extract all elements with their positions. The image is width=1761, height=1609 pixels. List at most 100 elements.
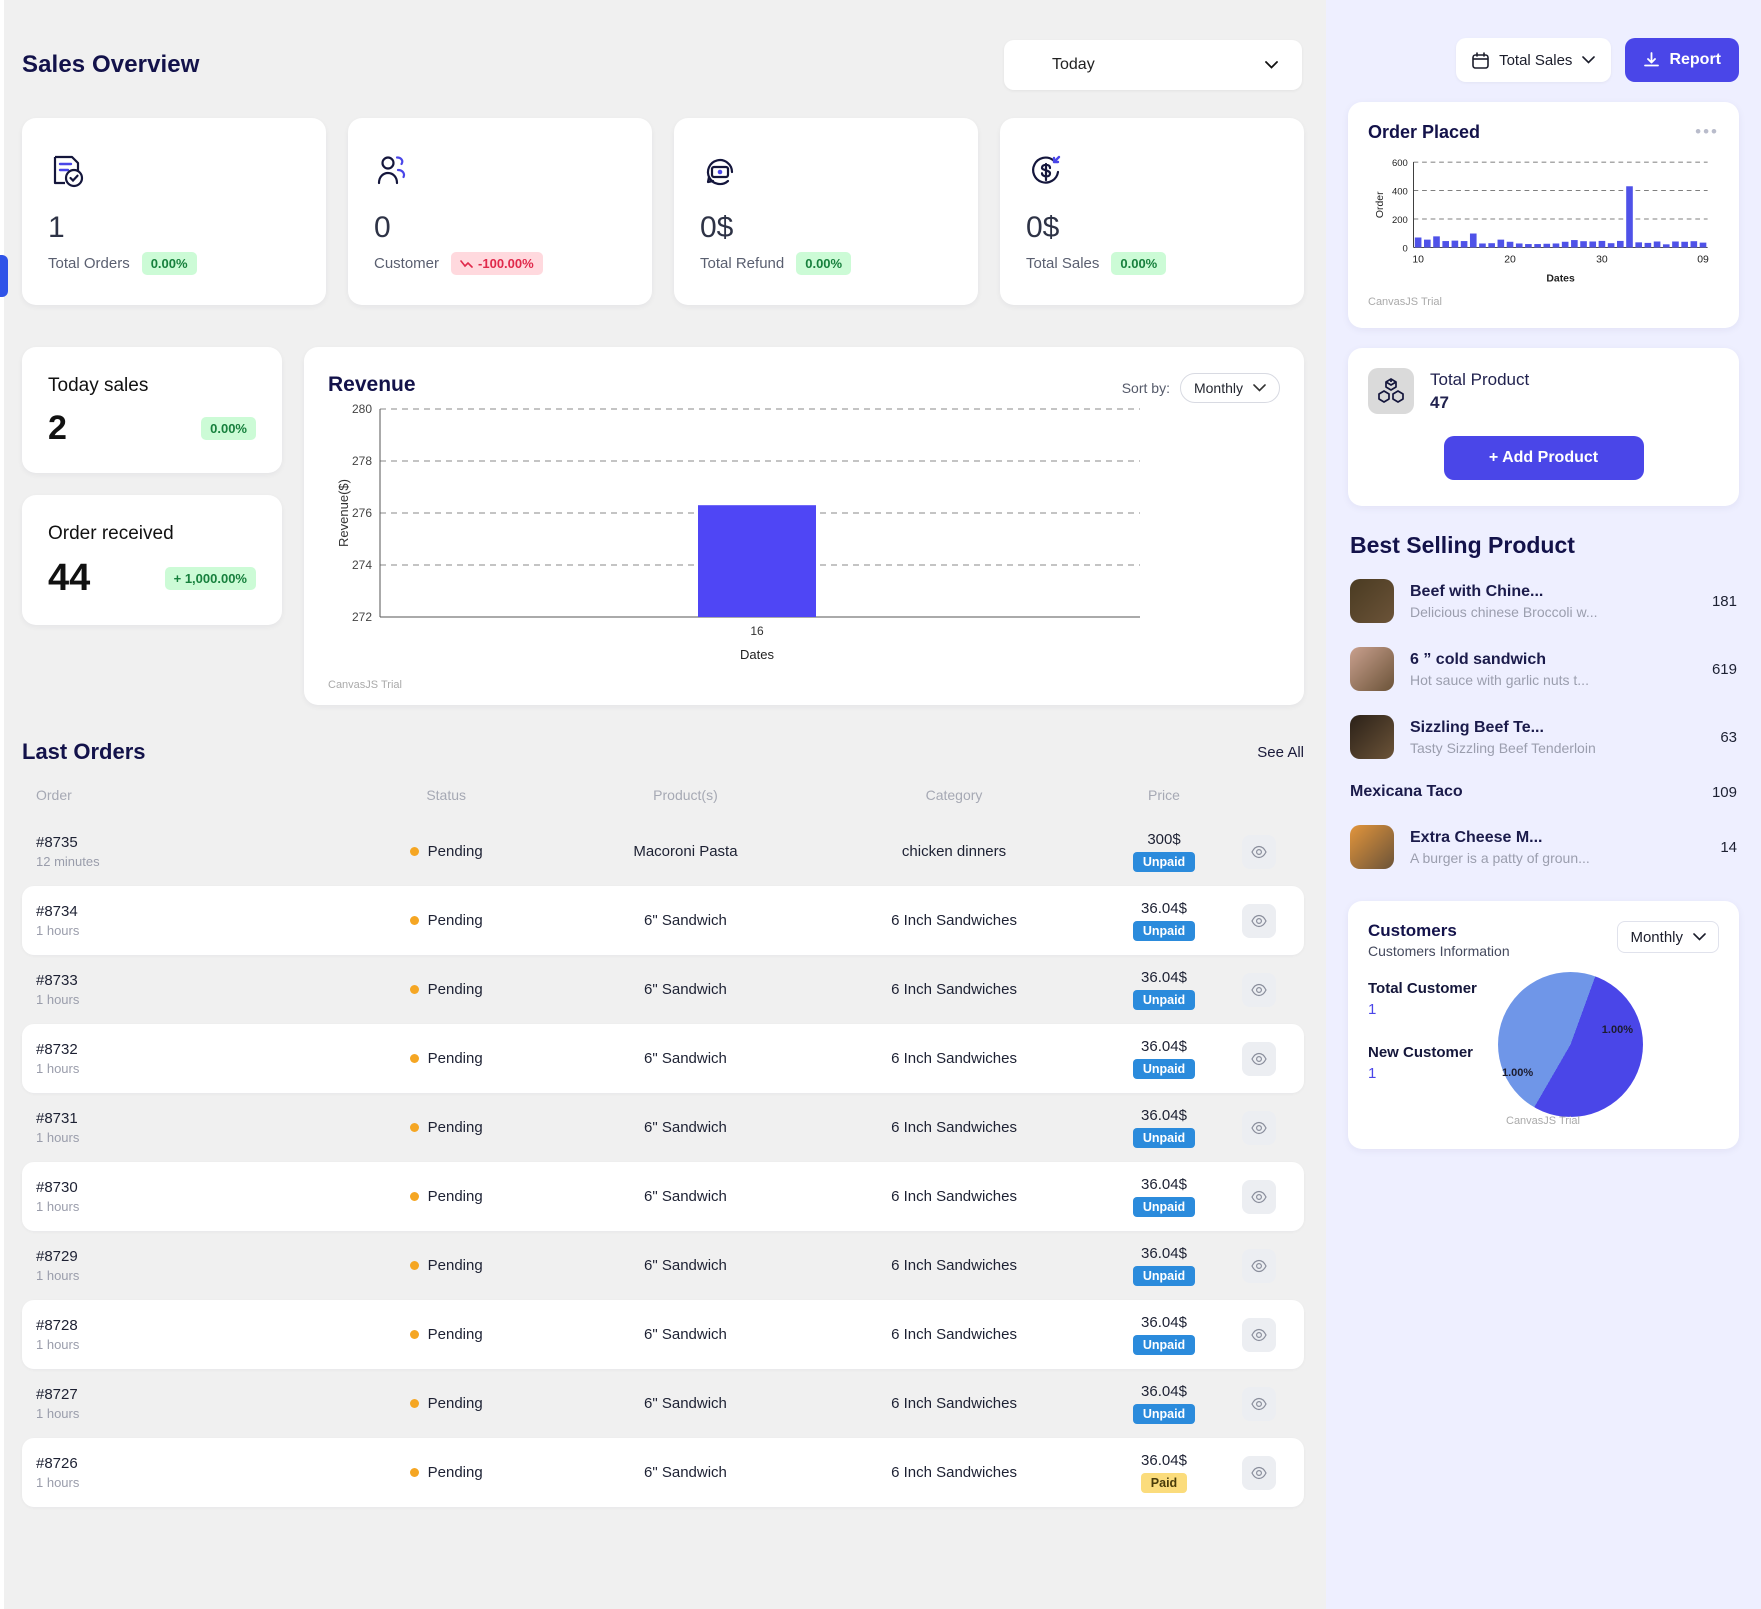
status-cell: Pending <box>329 1188 563 1205</box>
status-label: Pending <box>427 1464 483 1481</box>
stat-value: 1 <box>48 211 65 244</box>
add-product-button[interactable]: + Add Product <box>1443 436 1644 480</box>
table-row[interactable]: #8727 1 hours Pending 6" Sandwich 6 Inch San… <box>22 1369 1304 1438</box>
product-cell: 6" Sandwich <box>644 1188 727 1205</box>
date-range-select[interactable]: Today <box>1004 40 1302 90</box>
product-name: 6 ” cold sandwich <box>1410 650 1547 668</box>
list-item[interactable]: 6 ” cold sandwich Hot sauce with garlic n… <box>1348 635 1739 703</box>
order-id: #8727 <box>36 1386 78 1403</box>
price-cell: 36.04$ Unpaid <box>1101 1107 1228 1148</box>
product-description: Hot sauce with garlic nuts t... <box>1410 671 1589 688</box>
list-item[interactable]: Sizzling Beef Te... Tasty Sizzling Beef T… <box>1348 703 1739 771</box>
order-id: #8730 <box>36 1179 78 1196</box>
mid-row: Today sales 2 0.00% Order received 44 + … <box>0 305 1326 705</box>
table-row[interactable]: #8729 1 hours Pending 6" Sandwich 6 Inch San… <box>22 1231 1304 1300</box>
category-cell: 6 Inch Sandwiches <box>891 1257 1017 1274</box>
main-panel: Sales Overview Today <box>0 0 1326 1609</box>
customers-card: Customers Customers Information Monthly … <box>1348 901 1739 1149</box>
svg-text:278: 278 <box>352 454 372 468</box>
actions-cell <box>1227 1179 1290 1214</box>
customers-title: Customers <box>1368 921 1457 940</box>
table-row[interactable]: #8733 1 hours Pending 6" Sandwich 6 Inch San… <box>22 955 1304 1024</box>
list-item[interactable]: Extra Cheese M... A burger is a patty of … <box>1348 813 1739 881</box>
order-time: 12 minutes <box>36 854 100 869</box>
status-label: Pending <box>427 843 483 860</box>
revenue-watermark: CanvasJS Trial <box>328 679 402 691</box>
table-row[interactable]: #8735 12 minutes Pending Macoroni Pasta chic… <box>22 817 1304 886</box>
product-sold-count: 619 <box>1711 660 1737 678</box>
price-value: 36.04$ <box>1141 900 1187 917</box>
pie-slices <box>1498 971 1643 1117</box>
product-info: Sizzling Beef Te... Tasty Sizzling Beef T… <box>1410 719 1704 756</box>
total-product-card: Total Product 47 + Add Product <box>1348 348 1739 506</box>
left-edge-strip <box>0 0 4 1609</box>
status-cell: Pending <box>329 1395 563 1412</box>
view-order-eye-icon[interactable] <box>1241 1179 1276 1214</box>
see-all-link[interactable]: See All <box>1257 743 1304 761</box>
view-order-eye-icon[interactable] <box>1241 1317 1276 1352</box>
payment-status-badge: Unpaid <box>1132 852 1196 872</box>
actions-cell <box>1227 1110 1290 1145</box>
stat-delta-badge: 0.00% <box>1111 252 1167 275</box>
left-active-indicator <box>0 255 8 297</box>
view-order-eye-icon[interactable] <box>1241 903 1276 938</box>
product-thumbnail <box>1350 579 1394 623</box>
stat-footer: Total Refund 0.00% <box>700 252 952 305</box>
stat-footer: Total Sales 0.00% <box>1026 252 1278 305</box>
price-cell: 36.04$ Unpaid <box>1101 1176 1228 1217</box>
price-cell: 36.04$ Unpaid <box>1101 969 1228 1010</box>
customers-icon <box>374 152 626 198</box>
table-row[interactable]: #8728 1 hours Pending 6" Sandwich 6 Inch San… <box>22 1300 1304 1369</box>
order-cell: #8731 1 hours <box>36 1110 329 1145</box>
status-label: Pending <box>427 1050 483 1067</box>
svg-text:274: 274 <box>352 558 372 572</box>
view-order-eye-icon[interactable] <box>1241 1455 1276 1490</box>
product-cell: Macoroni Pasta <box>633 843 738 860</box>
table-row[interactable]: #8730 1 hours Pending 6" Sandwich 6 Inch San… <box>22 1162 1304 1231</box>
total-customer-label: Total Customer <box>1368 980 1477 997</box>
product-name: Beef with Chine... <box>1410 582 1544 600</box>
order-time: 1 hours <box>36 1199 80 1214</box>
table-row[interactable]: #8731 1 hours Pending 6" Sandwich 6 Inch San… <box>22 1093 1304 1162</box>
order-received-card: Order received 44 + 1,000.00% <box>22 495 282 625</box>
status-dot-icon <box>409 985 419 994</box>
more-options-icon[interactable]: ••• <box>1695 122 1719 141</box>
payment-status-badge: Unpaid <box>1132 1197 1196 1217</box>
svg-text:10: 10 <box>1412 255 1424 266</box>
svg-text:30: 30 <box>1596 255 1608 266</box>
status-dot-icon <box>409 847 419 856</box>
view-order-eye-icon[interactable] <box>1241 1248 1276 1283</box>
view-order-eye-icon[interactable] <box>1241 834 1276 869</box>
report-button[interactable]: Report <box>1625 38 1739 82</box>
svg-text:Dates: Dates <box>740 647 774 662</box>
svg-text:276: 276 <box>352 506 372 520</box>
stat-delta-value: -100.00% <box>478 256 534 271</box>
table-row[interactable]: #8734 1 hours Pending 6" Sandwich 6 Inch San… <box>22 886 1304 955</box>
trend-down-icon <box>460 259 473 268</box>
category-cell: 6 Inch Sandwiches <box>891 981 1017 998</box>
customers-period-select[interactable]: Monthly <box>1617 921 1719 953</box>
order-id: #8732 <box>36 1041 78 1058</box>
status-dot-icon <box>409 1330 419 1339</box>
payment-status-badge: Paid <box>1140 1473 1188 1493</box>
product-info: Mexicana Taco <box>1350 783 1696 801</box>
order-received-delta: + 1,000.00% <box>164 566 256 590</box>
orders-table-header: Order Status Product(s) Category Price <box>22 765 1304 817</box>
list-item[interactable]: Beef with Chine... Delicious chinese Broc… <box>1348 567 1739 635</box>
actions-cell <box>1227 1455 1290 1490</box>
table-row[interactable]: #8726 1 hours Pending 6" Sandwich 6 Inch San… <box>22 1438 1304 1507</box>
view-order-eye-icon[interactable] <box>1241 972 1276 1007</box>
view-order-eye-icon[interactable] <box>1241 1110 1276 1145</box>
view-order-eye-icon[interactable] <box>1241 1386 1276 1421</box>
view-order-eye-icon[interactable] <box>1241 1041 1276 1076</box>
best-selling-list: Beef with Chine... Delicious chinese Broc… <box>1348 567 1739 881</box>
status-label: Pending <box>427 1257 483 1274</box>
total-sales-select[interactable]: Total Sales <box>1456 38 1612 82</box>
table-row[interactable]: #8732 1 hours Pending 6" Sandwich 6 Inch San… <box>22 1024 1304 1093</box>
revenue-chart-card: Revenue Sort by: Monthly 272 274 276 278 280… <box>304 347 1304 705</box>
price-value: 36.04$ <box>1141 1452 1187 1469</box>
revenue-sort-select[interactable]: Monthly <box>1179 373 1280 403</box>
pie-label-new: 1.00% <box>1502 1066 1534 1079</box>
order-time: 1 hours <box>36 923 80 938</box>
list-item[interactable]: Mexicana Taco 109 <box>1348 771 1739 813</box>
